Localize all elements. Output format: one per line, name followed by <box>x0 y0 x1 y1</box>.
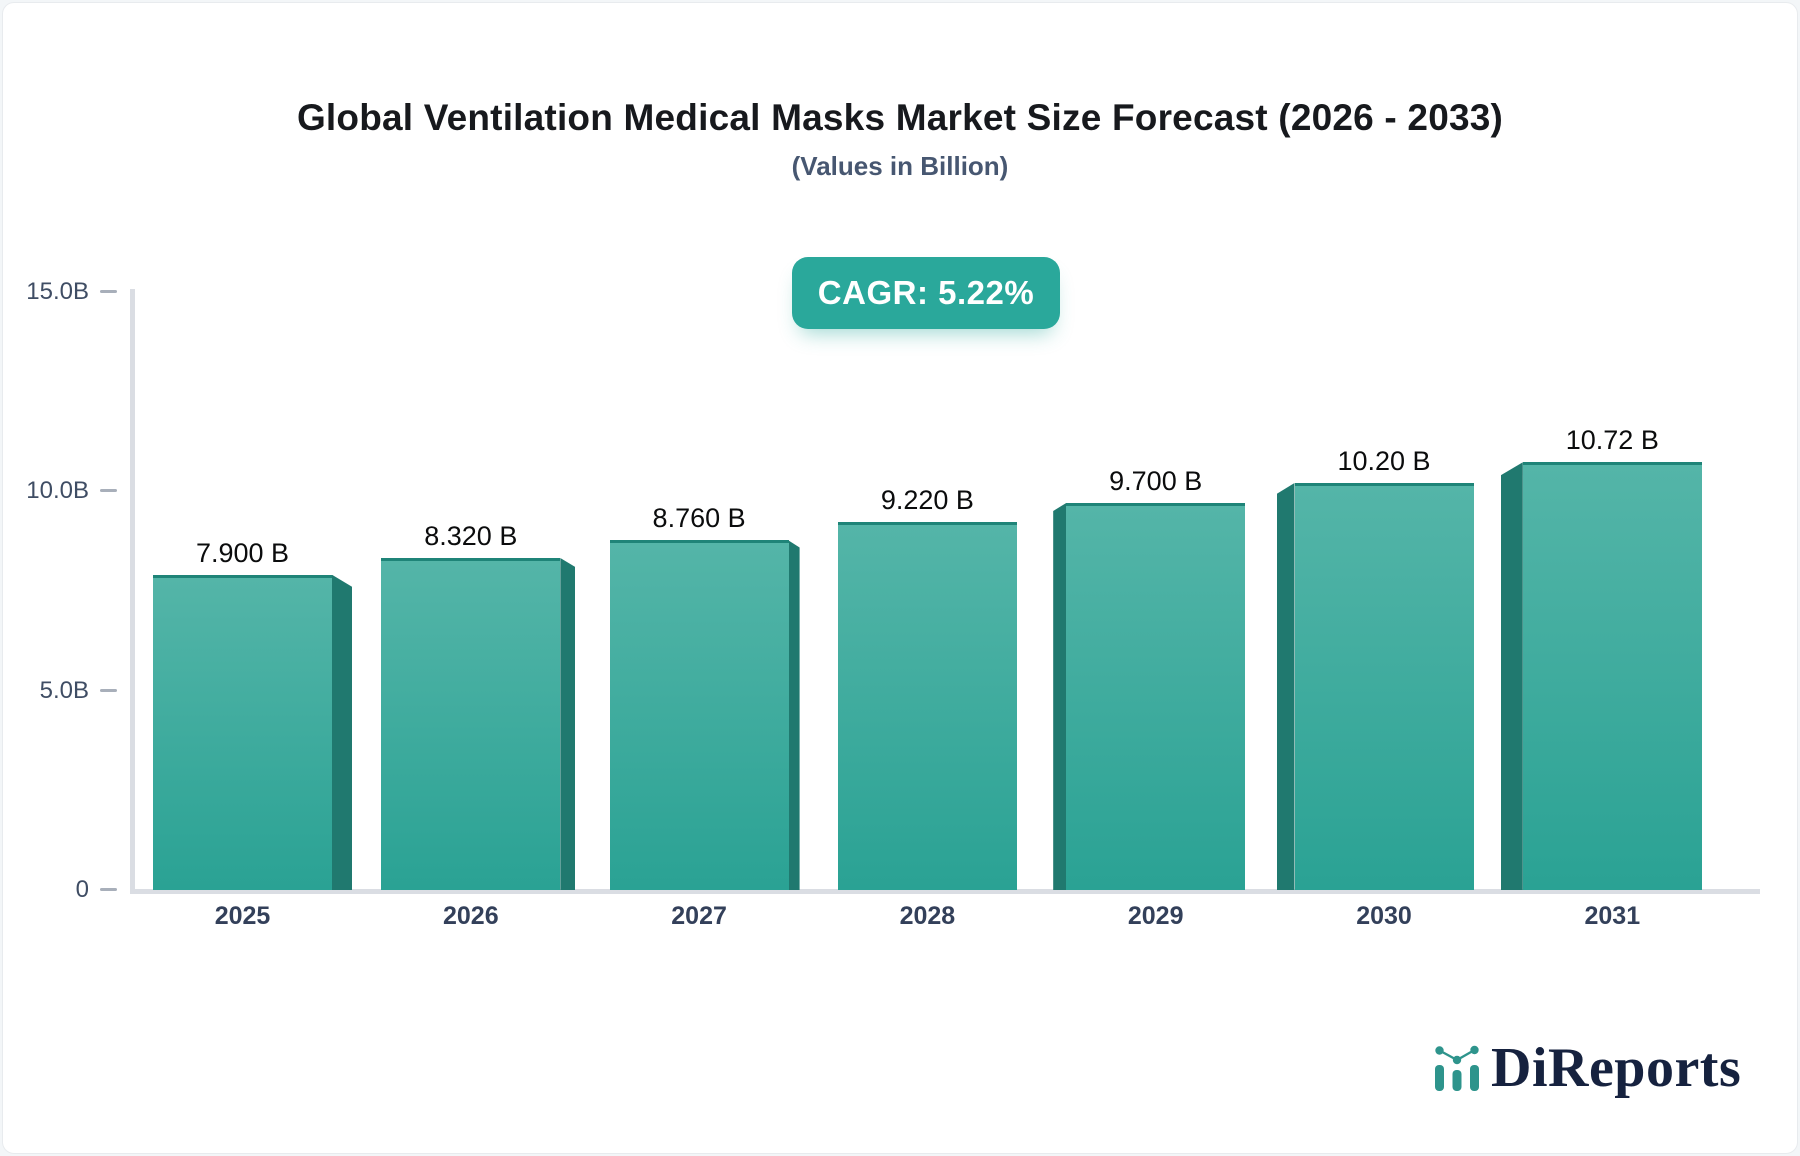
y-tick-dash <box>100 888 117 891</box>
bar-value-label: 9.700 B <box>1109 465 1203 496</box>
y-tick-label: 15.0B <box>26 277 89 305</box>
logo-text: DiReports <box>1491 1037 1742 1099</box>
y-tick-dash <box>100 489 117 492</box>
bar-face <box>1522 462 1702 890</box>
y-tick-dash <box>100 688 117 692</box>
chart-area: 15.0B 10.0B 5.0B 0 7.900 B 2025 8.320 B 2026 8.7… <box>3 3 1797 1153</box>
x-tick-label: 2030 <box>1356 902 1412 930</box>
y-tick-label: 5.0B <box>39 676 89 704</box>
direports-logo: DiReports <box>1433 1039 1741 1097</box>
bar-value-label: 7.900 B <box>195 537 290 568</box>
page-title: Global Ventilation Medical Masks Market … <box>296 97 1504 138</box>
x-tick-label: 2028 <box>899 902 956 930</box>
bar-face <box>1066 502 1246 890</box>
bar-side <box>1276 483 1295 890</box>
bar-face <box>837 522 1017 890</box>
y-axis-line <box>130 289 135 893</box>
bar-face <box>609 540 789 890</box>
bar-face <box>1294 483 1474 890</box>
x-tick-label: 2031 <box>1584 902 1641 930</box>
bar-value-label: 10.20 B <box>1337 446 1431 477</box>
x-tick-label: 2026 <box>442 902 499 930</box>
bar-face <box>381 558 561 890</box>
logo-chart-icon <box>1435 1045 1479 1091</box>
y-tick-label: 0 <box>75 876 89 903</box>
bar-side <box>332 574 352 890</box>
bar-value-label: 10.72 B <box>1565 425 1659 456</box>
x-axis-line <box>130 889 1760 894</box>
page-subtitle: (Values in Billion) <box>791 151 1009 181</box>
bar-value-label: 8.320 B <box>424 521 518 552</box>
y-tick-dash <box>100 289 117 293</box>
bar-value-label: 9.220 B <box>880 485 974 516</box>
y-tick-label: 10.0B <box>26 477 89 504</box>
bar-side <box>1500 462 1523 890</box>
bar-side <box>560 558 576 890</box>
x-tick-label: 2029 <box>1127 902 1184 930</box>
cagr-badge: CAGR: 5.22% <box>792 257 1060 329</box>
x-tick-label: 2025 <box>214 902 271 930</box>
x-tick-label: 2027 <box>671 902 727 930</box>
bar-side <box>788 540 800 890</box>
bar-face <box>153 574 332 890</box>
bar-value-label: 8.760 B <box>652 503 746 534</box>
bar-side <box>1053 502 1067 890</box>
